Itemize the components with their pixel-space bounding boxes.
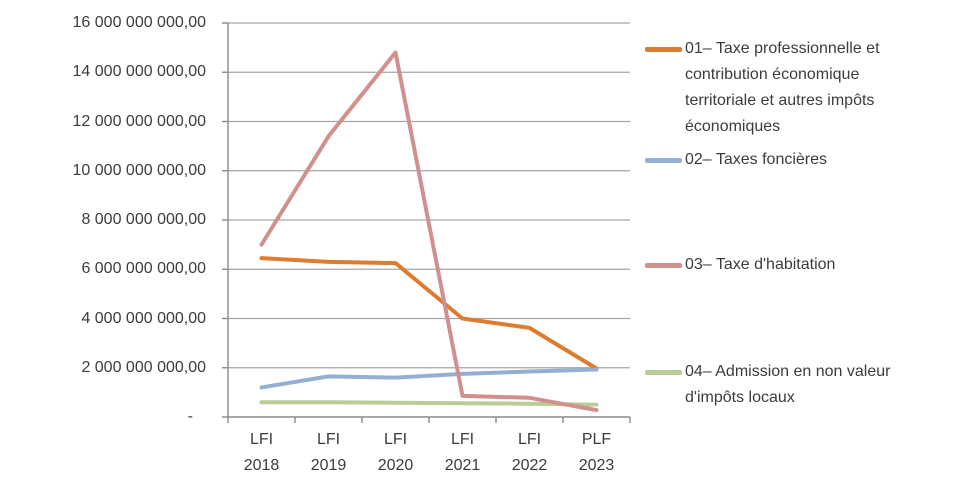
x-axis-label: LFI 2020 bbox=[377, 431, 414, 474]
x-axis-label: LFI 2018 bbox=[243, 431, 280, 474]
legend-label: 02– Taxes foncières bbox=[685, 151, 828, 168]
series-line-03 bbox=[259, 50, 599, 413]
series-line-02 bbox=[259, 367, 599, 390]
legend-item: 01– Taxe professionnelle et contribution… bbox=[645, 36, 925, 140]
series-line-01 bbox=[259, 256, 599, 371]
x-axis-label: LFI 2021 bbox=[444, 431, 481, 474]
y-axis-label: 6 000 000 000,00 bbox=[81, 260, 206, 278]
x-axis-label: PLF 2023 bbox=[578, 431, 615, 474]
y-axis-label: - bbox=[187, 408, 193, 425]
legend-label: 04– Admission en non valeur d'impôts loc… bbox=[685, 363, 891, 406]
y-axis-label: 8 000 000 000,00 bbox=[81, 211, 206, 228]
legend-item: 04– Admission en non valeur d'impôts loc… bbox=[645, 359, 925, 411]
x-axis-label: LFI 2019 bbox=[310, 431, 347, 474]
y-axis-label: 4 000 000 000,00 bbox=[81, 309, 206, 327]
legend-label: 01– Taxe professionnelle et contribution… bbox=[685, 40, 880, 135]
y-axis-label: 12 000 000 000,00 bbox=[72, 112, 206, 130]
y-axis-label: 10 000 000 000,00 bbox=[72, 161, 206, 179]
legend-item: 02– Taxes foncières bbox=[645, 147, 925, 173]
y-axis-label: 2 000 000 000,00 bbox=[81, 358, 206, 376]
x-axis-label: LFI 2022 bbox=[511, 431, 548, 474]
legend-item: 03– Taxe d'habitation bbox=[645, 252, 925, 278]
legend-line-swatch bbox=[645, 47, 682, 52]
series-line-04 bbox=[259, 400, 599, 407]
legend-line-swatch bbox=[645, 263, 682, 268]
y-axis-label: 16 000 000 000,00 bbox=[72, 14, 206, 31]
y-axis-label: 14 000 000 000,00 bbox=[72, 63, 206, 81]
legend-line-swatch bbox=[645, 158, 682, 163]
legend-line-swatch bbox=[645, 370, 682, 375]
legend-label: 03– Taxe d'habitation bbox=[685, 256, 836, 273]
